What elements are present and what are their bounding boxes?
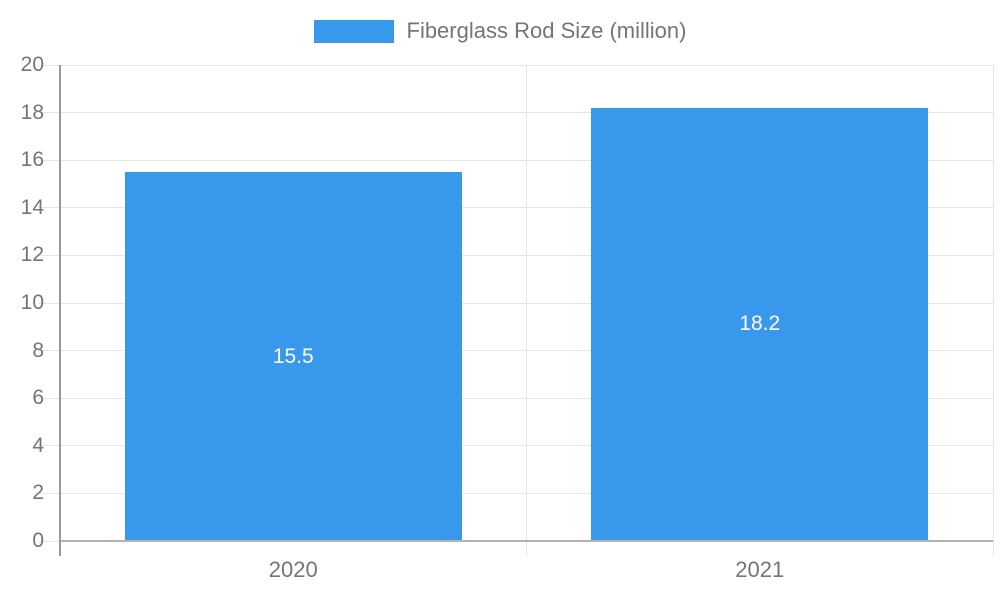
x-axis-label: 2021 xyxy=(735,557,785,582)
x-axis-line xyxy=(60,540,993,542)
y-tick-label: 2 xyxy=(32,481,44,505)
h-gridline xyxy=(38,112,993,114)
legend-label: Fiberglass Rod Size (million) xyxy=(406,18,687,43)
bar[interactable] xyxy=(591,107,929,541)
h-gridline xyxy=(38,350,993,352)
y-tick-label: 8 xyxy=(32,338,44,362)
h-gridline xyxy=(38,397,993,399)
legend[interactable]: Fiberglass Rod Size (million) xyxy=(0,18,1000,44)
h-gridline xyxy=(38,492,993,494)
y-tick-label: 18 xyxy=(20,100,44,124)
h-gridline xyxy=(38,159,993,161)
v-gridline xyxy=(992,65,994,556)
bar-value-label: 15.5 xyxy=(272,344,314,368)
v-gridline xyxy=(526,65,527,556)
h-gridline xyxy=(38,302,993,304)
h-gridline xyxy=(38,207,993,209)
y-tick-label: 0 xyxy=(32,529,44,552)
y-tick-label: 16 xyxy=(20,148,44,172)
h-gridline xyxy=(38,254,993,256)
bar[interactable] xyxy=(124,172,462,541)
y-axis-line xyxy=(59,65,61,556)
y-tick-label: 10 xyxy=(20,291,44,314)
bar-value-label: 18.2 xyxy=(739,312,781,336)
x-axis-label: 2020 xyxy=(268,557,318,582)
h-gridline xyxy=(38,445,993,447)
y-tick-label: 14 xyxy=(20,195,44,219)
y-tick-label: 6 xyxy=(32,386,44,410)
y-tick-label: 20 xyxy=(20,53,44,76)
h-gridline xyxy=(38,64,993,66)
y-tick-label: 4 xyxy=(32,433,44,457)
legend-swatch xyxy=(313,19,394,43)
y-tick-label: 12 xyxy=(20,243,44,267)
